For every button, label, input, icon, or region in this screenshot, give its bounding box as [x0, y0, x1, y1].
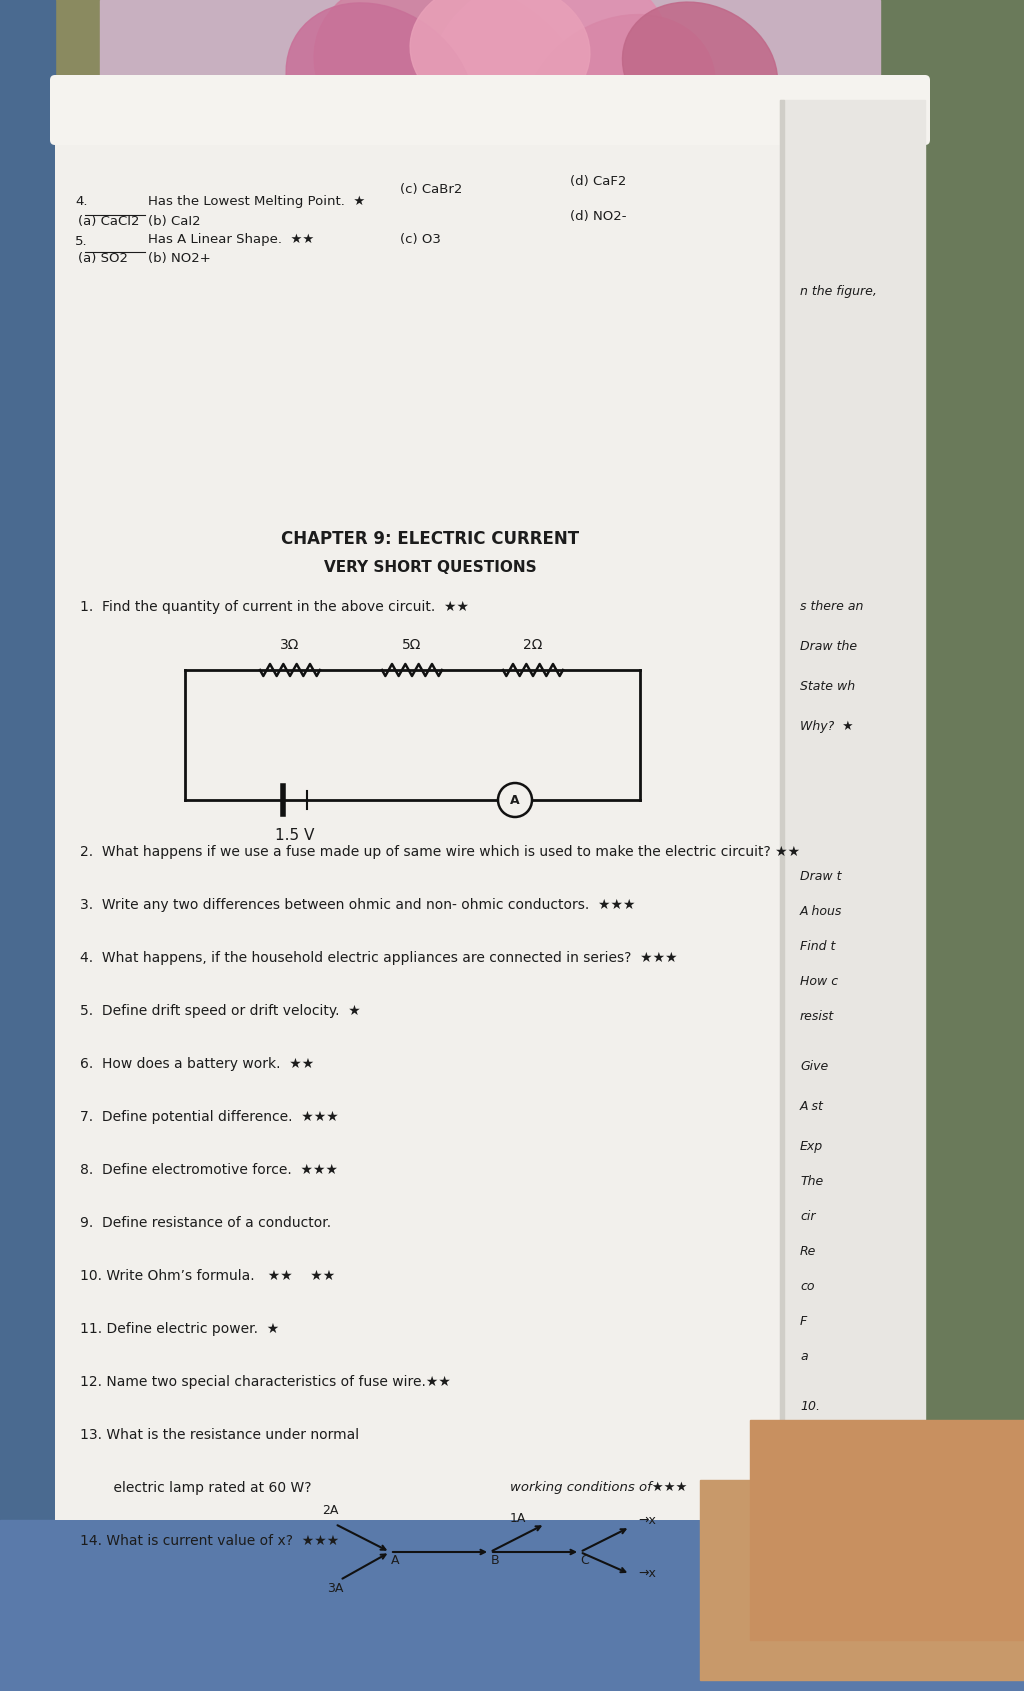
Text: electric lamp rated at 60 W?: electric lamp rated at 60 W? — [96, 1481, 311, 1495]
Bar — [780, 100, 784, 1520]
Text: Draw the: Draw the — [800, 639, 857, 653]
Text: (b) NO2+: (b) NO2+ — [148, 252, 211, 265]
Text: 5.  Define drift speed or drift velocity.  ★: 5. Define drift speed or drift velocity.… — [80, 1004, 360, 1018]
Text: 2.  What happens if we use a fuse made up of same wire which is used to make the: 2. What happens if we use a fuse made up… — [80, 846, 800, 859]
Text: Why?  ★: Why? ★ — [800, 720, 853, 732]
Bar — [0, 0, 55, 1691]
Bar — [0, 0, 130, 200]
Text: Has the Lowest Melting Point.  ★: Has the Lowest Melting Point. ★ — [148, 194, 366, 208]
Bar — [700, 1480, 1024, 1679]
Text: →x: →x — [638, 1513, 656, 1527]
Text: s there an: s there an — [800, 600, 863, 614]
Circle shape — [498, 783, 532, 817]
Text: 7.  Define potential difference.  ★★★: 7. Define potential difference. ★★★ — [80, 1109, 339, 1125]
Text: a: a — [800, 1349, 808, 1363]
Text: 10.: 10. — [800, 1400, 820, 1414]
Text: A st: A st — [800, 1101, 824, 1113]
Text: 12. Name two special characteristics of fuse wire.★★: 12. Name two special characteristics of … — [80, 1375, 451, 1388]
Text: 6.  How does a battery work.  ★★: 6. How does a battery work. ★★ — [80, 1057, 314, 1070]
Text: (a) SO2: (a) SO2 — [78, 252, 128, 265]
Text: A: A — [510, 793, 520, 807]
Bar — [100, 0, 880, 230]
Text: 4.  What happens, if the household electric appliances are connected in series? : 4. What happens, if the household electr… — [80, 950, 678, 966]
Text: 2A: 2A — [322, 1503, 338, 1517]
Text: Re: Re — [800, 1245, 816, 1258]
Text: How c: How c — [800, 976, 838, 988]
Text: 4.: 4. — [75, 194, 87, 208]
Ellipse shape — [286, 3, 474, 178]
Text: A: A — [391, 1554, 399, 1568]
Text: (c) O3: (c) O3 — [400, 233, 441, 245]
Text: A hous: A hous — [800, 905, 843, 918]
Text: VERY SHORT QUESTIONS: VERY SHORT QUESTIONS — [324, 560, 537, 575]
Text: 1A: 1A — [510, 1512, 526, 1525]
Text: CHAPTER 9: ELECTRIC CURRENT: CHAPTER 9: ELECTRIC CURRENT — [281, 529, 579, 548]
Text: 1.  Find the quantity of current in the above circuit.  ★★: 1. Find the quantity of current in the a… — [80, 600, 469, 614]
Ellipse shape — [314, 0, 586, 186]
Ellipse shape — [524, 15, 716, 186]
Text: working conditions of★★★: working conditions of★★★ — [510, 1481, 687, 1495]
Ellipse shape — [432, 0, 669, 152]
Text: 14. What is current value of x?  ★★★: 14. What is current value of x? ★★★ — [80, 1534, 339, 1547]
Text: (d) NO2-: (d) NO2- — [570, 210, 627, 223]
Text: 1.5 V: 1.5 V — [275, 829, 314, 844]
Text: C: C — [581, 1554, 590, 1568]
Text: co: co — [800, 1280, 814, 1294]
Text: cir: cir — [800, 1211, 815, 1223]
Text: 3A: 3A — [327, 1583, 343, 1595]
Text: 2Ω: 2Ω — [523, 638, 543, 653]
Text: B: B — [490, 1554, 500, 1568]
Text: 3Ω: 3Ω — [281, 638, 300, 653]
Text: 3.  Write any two differences between ohmic and non- ohmic conductors.  ★★★: 3. Write any two differences between ohm… — [80, 898, 636, 911]
Bar — [0, 1520, 1024, 1691]
Text: 10. Write Ohm’s formula.   ★★    ★★: 10. Write Ohm’s formula. ★★ ★★ — [80, 1268, 335, 1283]
Bar — [780, 100, 925, 1520]
Text: Find t: Find t — [800, 940, 836, 954]
Text: 8.  Define electromotive force.  ★★★: 8. Define electromotive force. ★★★ — [80, 1163, 338, 1177]
Text: (b) CaI2: (b) CaI2 — [148, 215, 201, 228]
Text: Exp: Exp — [800, 1140, 823, 1153]
Text: (a) CaCl2: (a) CaCl2 — [78, 215, 139, 228]
Text: (d) CaF2: (d) CaF2 — [570, 174, 627, 188]
Text: (c) CaBr2: (c) CaBr2 — [400, 183, 463, 196]
Text: 11. Define electric power.  ★: 11. Define electric power. ★ — [80, 1322, 280, 1336]
Text: 5Ω: 5Ω — [402, 638, 422, 653]
Bar — [750, 1420, 1024, 1640]
Text: State wh: State wh — [800, 680, 855, 693]
Text: 13. What is the resistance under normal: 13. What is the resistance under normal — [80, 1427, 359, 1442]
Text: Give: Give — [800, 1060, 828, 1074]
Ellipse shape — [411, 0, 590, 120]
FancyBboxPatch shape — [50, 74, 930, 145]
Text: The: The — [800, 1175, 823, 1189]
Text: resist: resist — [800, 1010, 835, 1023]
Text: 9.  Define resistance of a conductor.: 9. Define resistance of a conductor. — [80, 1216, 331, 1229]
Bar — [55, 100, 925, 1520]
Text: →x: →x — [638, 1568, 656, 1579]
Text: 5.: 5. — [75, 235, 88, 249]
Text: Has A Linear Shape.  ★★: Has A Linear Shape. ★★ — [148, 233, 314, 245]
Ellipse shape — [623, 2, 777, 139]
Text: F: F — [800, 1316, 807, 1327]
Text: n the figure,: n the figure, — [800, 286, 877, 298]
Text: Draw t: Draw t — [800, 869, 842, 883]
